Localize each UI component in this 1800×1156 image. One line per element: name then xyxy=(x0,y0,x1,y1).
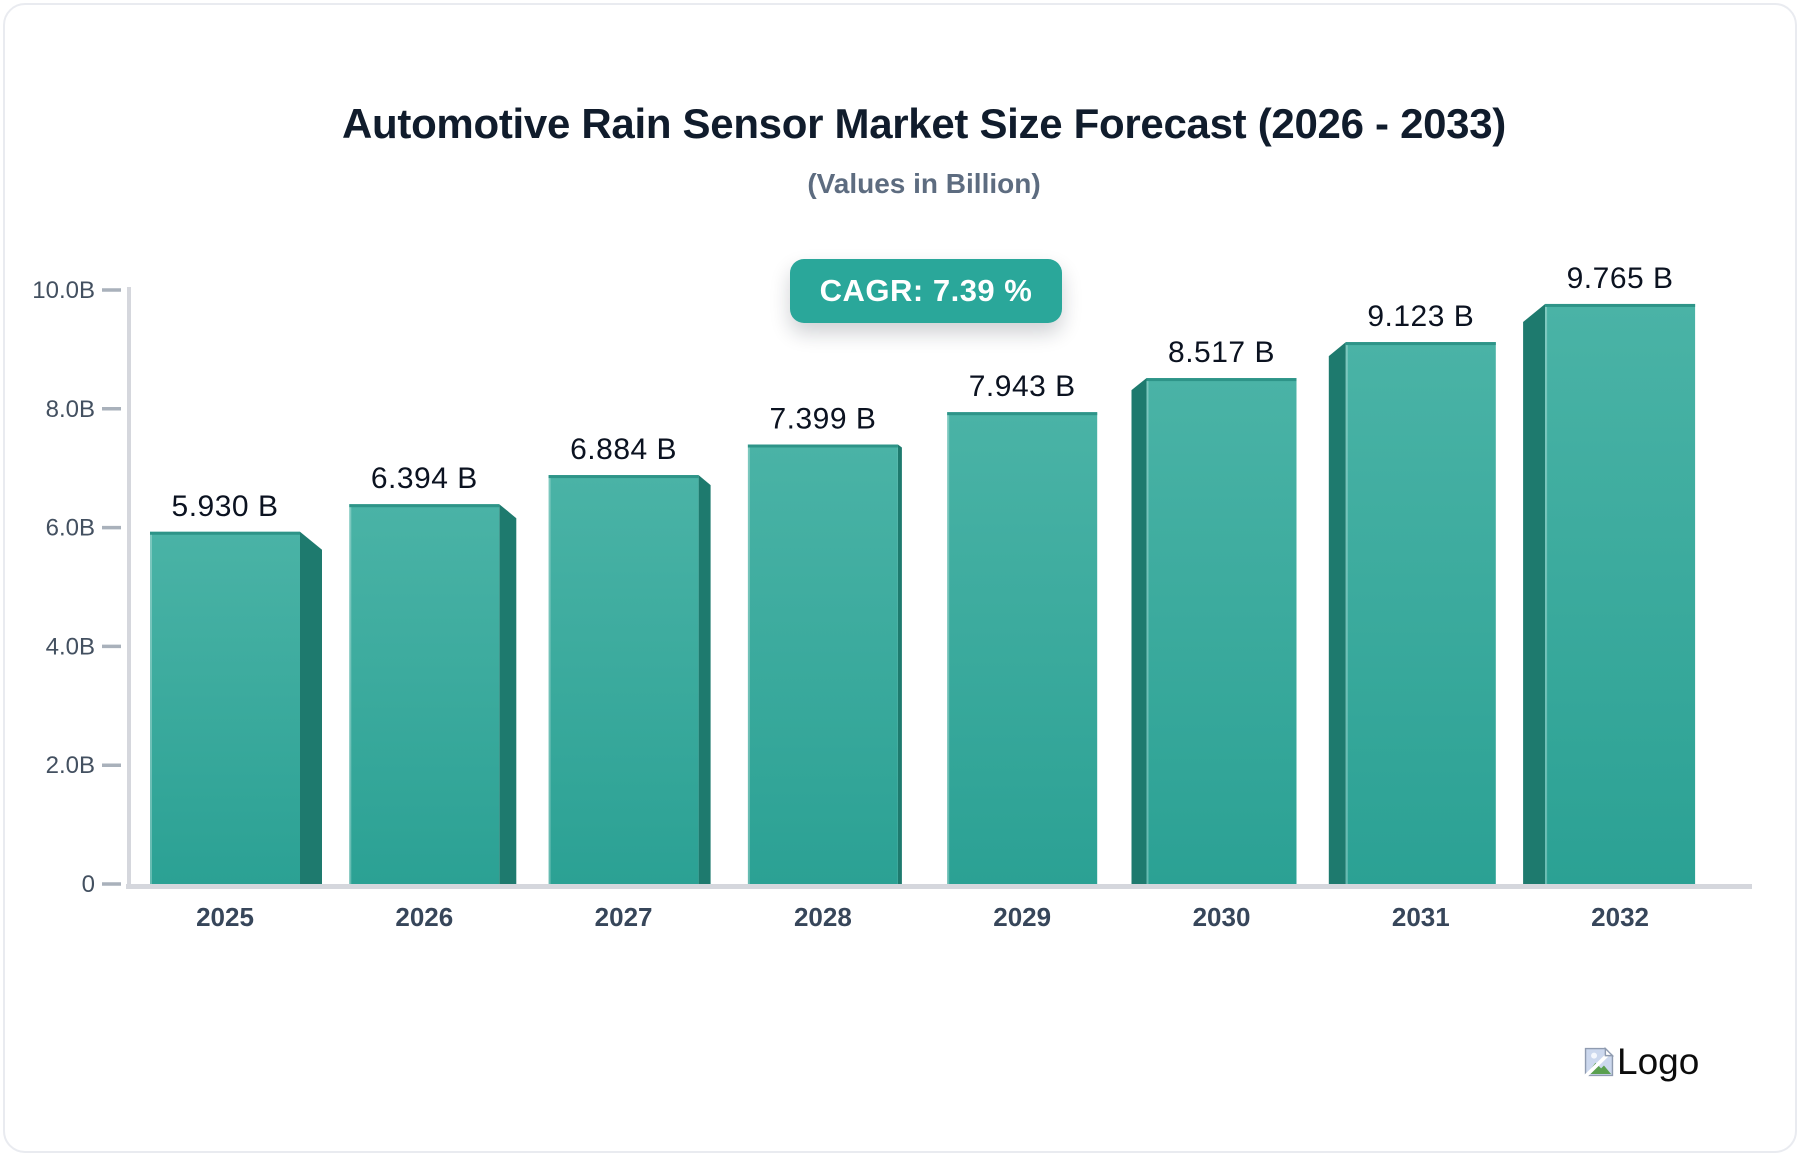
bar-2028-top-edge xyxy=(747,444,898,448)
x-axis-label-2025: 2025 xyxy=(196,902,254,932)
bar-2032-highlight-edge xyxy=(1545,306,1548,885)
y-tick-label-0: 0 xyxy=(82,871,95,898)
x-axis-label-2029: 2029 xyxy=(993,902,1051,932)
bar-2032-side xyxy=(1523,303,1546,885)
x-axis-label-2028: 2028 xyxy=(794,902,852,932)
value-label-2031: 9.123 B xyxy=(1367,300,1474,333)
y-tick-label-10.0B: 10.0B xyxy=(32,277,95,304)
chart-title: Automotive Rain Sensor Market Size Forec… xyxy=(342,100,1506,147)
value-label-2027: 6.884 B xyxy=(570,433,677,466)
bar-2025-side xyxy=(300,531,322,884)
bar-2031-side xyxy=(1328,342,1346,884)
y-tick-label-2.0B: 2.0B xyxy=(46,752,95,779)
bar-2027-side xyxy=(698,475,711,884)
logo: Logo xyxy=(1582,1036,1699,1082)
bar-2027-top-edge xyxy=(548,475,699,479)
bar-2031[interactable] xyxy=(1345,342,1496,884)
x-axis-label-2032: 2032 xyxy=(1591,902,1649,932)
cagr-badge-label: CAGR: 7.39 % xyxy=(819,273,1033,308)
bar-2032-top-edge xyxy=(1545,303,1696,307)
bar-2032[interactable] xyxy=(1545,303,1696,885)
x-axis-label-2031: 2031 xyxy=(1392,902,1450,932)
bar-2029[interactable] xyxy=(947,412,1098,884)
value-label-2029: 7.943 B xyxy=(969,370,1076,403)
bar-2031-highlight-edge xyxy=(1345,345,1348,884)
y-tick-label-8.0B: 8.0B xyxy=(46,396,95,423)
x-axis-line xyxy=(126,884,1752,889)
bar-2028[interactable] xyxy=(747,444,898,884)
chart-subtitle: (Values in Billion) xyxy=(807,168,1041,199)
bar-2026-top-edge xyxy=(349,504,500,508)
bar-2028-side xyxy=(897,444,902,884)
bar-2025[interactable] xyxy=(150,531,300,884)
bar-2030-side xyxy=(1131,378,1147,884)
broken-image-icon xyxy=(1582,1046,1615,1079)
bar-2026-highlight-edge xyxy=(349,507,352,884)
value-label-2030: 8.517 B xyxy=(1168,336,1275,369)
bar-2031-top-edge xyxy=(1345,342,1496,346)
bar-2029-highlight-edge xyxy=(947,415,950,884)
bar-2025-highlight-edge xyxy=(150,534,152,884)
bar-2026[interactable] xyxy=(349,504,500,884)
y-axis-line xyxy=(127,287,131,889)
x-axis-label-2026: 2026 xyxy=(395,902,453,932)
value-label-2025: 5.930 B xyxy=(172,490,279,523)
bar-2030[interactable] xyxy=(1146,378,1297,884)
bar-2025-top-edge xyxy=(150,531,300,535)
value-label-2026: 6.394 B xyxy=(371,462,478,495)
y-tick-label-4.0B: 4.0B xyxy=(46,633,95,660)
bar-2027-highlight-edge xyxy=(548,478,551,884)
bar-2029-top-edge xyxy=(947,412,1098,416)
bar-2030-top-edge xyxy=(1146,378,1297,382)
y-tick-label-6.0B: 6.0B xyxy=(46,515,95,542)
bar-2028-highlight-edge xyxy=(747,447,750,884)
x-axis-label-2030: 2030 xyxy=(1193,902,1251,932)
value-label-2028: 7.399 B xyxy=(769,402,876,435)
value-label-2032: 9.765 B xyxy=(1567,262,1674,295)
cagr-badge: CAGR: 7.39 % xyxy=(790,259,1062,323)
bar-2027[interactable] xyxy=(548,475,699,884)
bar-2026-side xyxy=(499,504,517,884)
bar-2030-highlight-edge xyxy=(1146,381,1149,884)
x-axis-label-2027: 2027 xyxy=(595,902,653,932)
logo-text: Logo xyxy=(1617,1041,1700,1083)
